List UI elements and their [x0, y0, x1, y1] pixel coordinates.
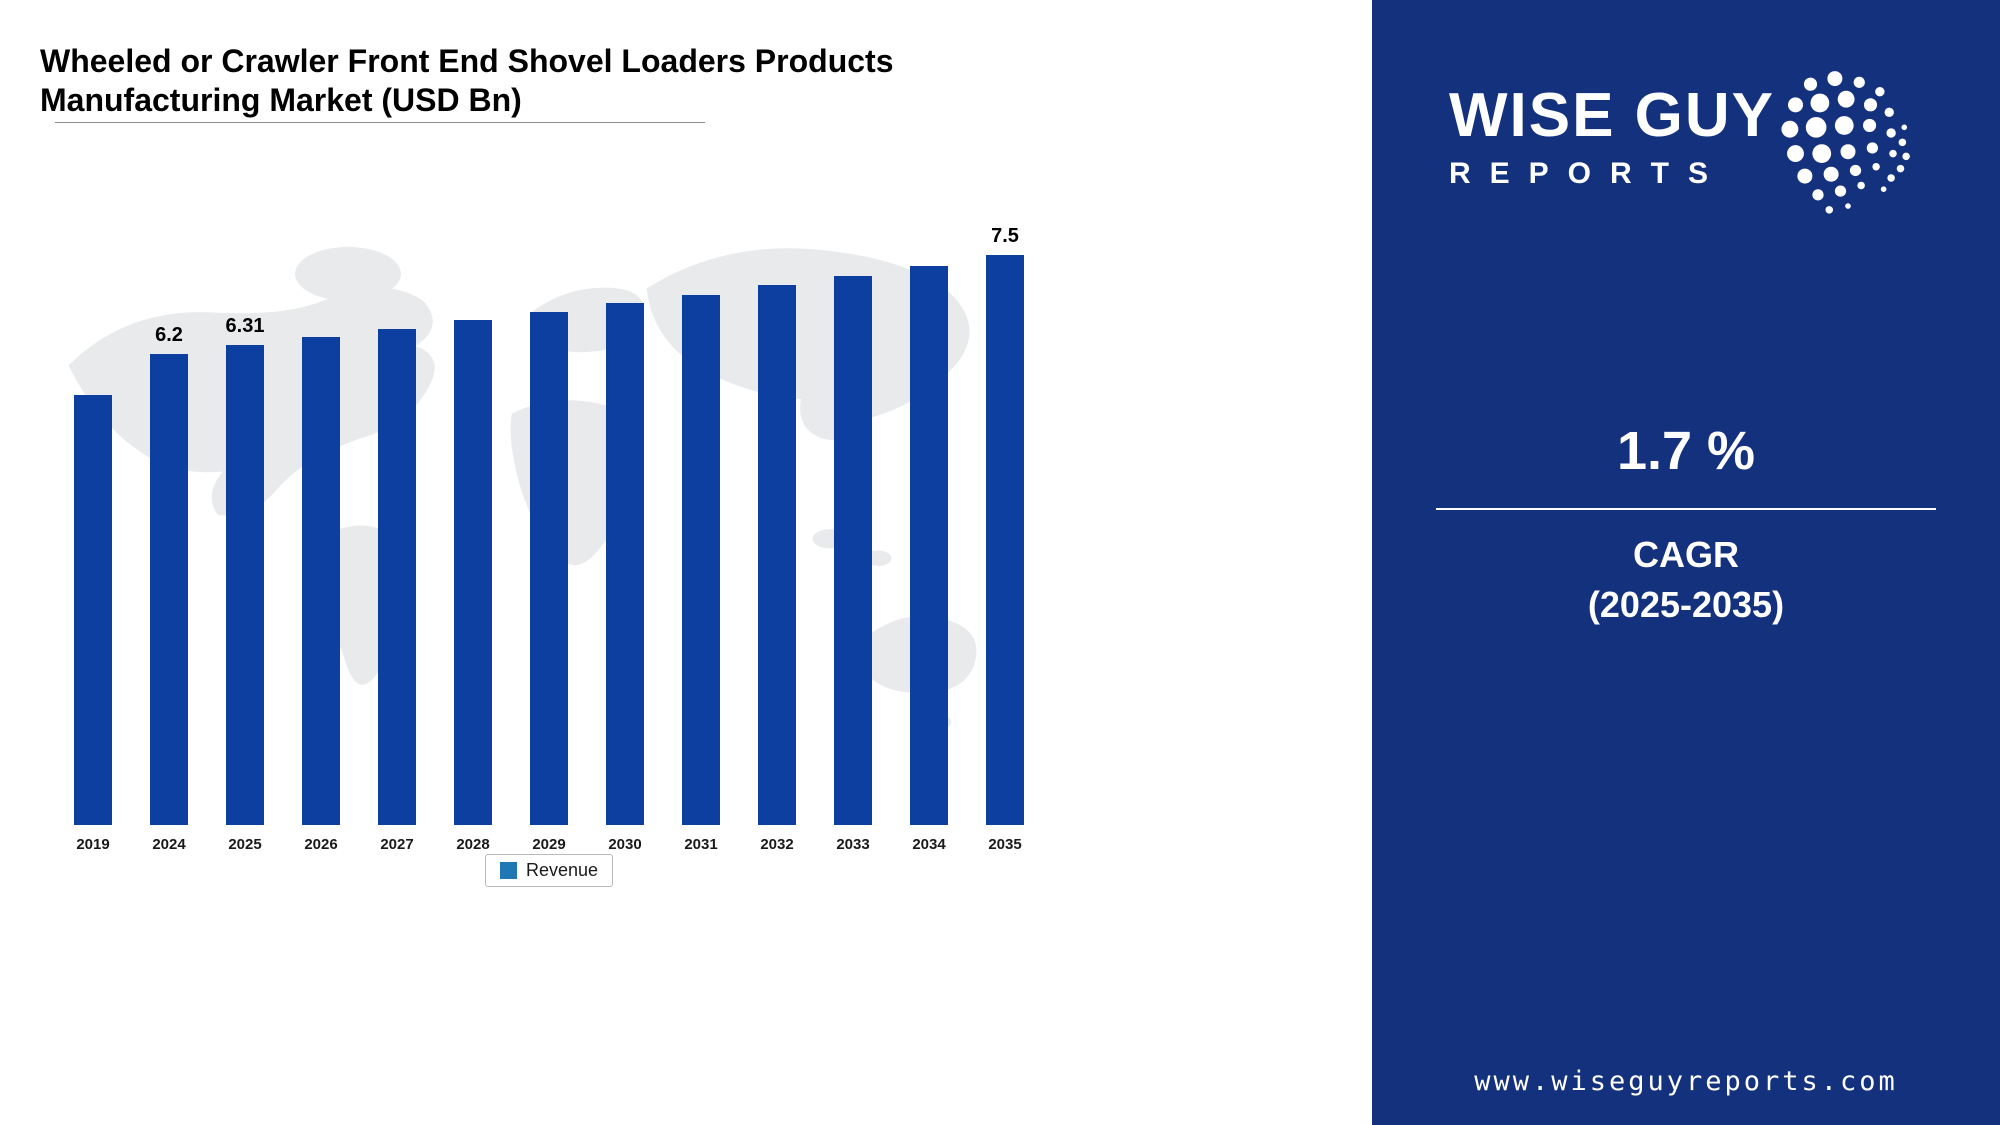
title-underline	[55, 122, 705, 123]
website-url: www.wiseguyreports.com	[1474, 1066, 1898, 1097]
legend-frame: Revenue	[484, 854, 614, 887]
bar-column	[283, 337, 359, 825]
bar-column: 7.5	[967, 225, 1043, 825]
revenue-bar	[454, 320, 492, 825]
bar-value-label: 6.31	[225, 315, 265, 337]
revenue-bar	[226, 345, 264, 825]
x-axis-tick-label: 2026	[304, 836, 338, 853]
x-axis-tick-label: 2033	[836, 836, 870, 853]
legend-marker	[499, 862, 517, 879]
legend-label: Revenue	[525, 860, 599, 880]
bar-column	[55, 395, 131, 825]
revenue-bar	[606, 303, 644, 825]
x-axis-tick-label: 2030	[608, 836, 642, 853]
brand-subname: REPORTS	[1448, 157, 1728, 190]
x-axis-tick-label: 2029	[532, 836, 566, 853]
revenue-bar	[986, 255, 1024, 825]
revenue-bar	[834, 276, 872, 825]
revenue-bar	[150, 354, 188, 825]
revenue-bar	[378, 329, 416, 825]
x-axis-tick-label: 2031	[684, 836, 718, 853]
bar-column	[587, 303, 663, 825]
cagr-divider	[1436, 508, 1936, 510]
x-axis-tick-label: 2034	[912, 836, 946, 853]
brand-name: WISE GUY	[1448, 81, 1776, 150]
chart-title: Wheeled or Crawler Front End Shovel Load…	[40, 43, 894, 119]
bar-value-label: 6.2	[155, 324, 183, 346]
revenue-bar	[682, 295, 720, 825]
chart-panel: Wheeled or Crawler Front End Shovel Load…	[40, 43, 1043, 887]
bar-column	[359, 329, 435, 825]
x-axis-tick-label: 2035	[988, 836, 1022, 853]
revenue-bar	[758, 285, 796, 825]
legend: Revenue	[55, 854, 1043, 887]
dotted-head-icon	[1781, 71, 1910, 214]
revenue-bar	[302, 337, 340, 825]
bars-row: 6.2 6.31 7.5	[55, 185, 1043, 825]
brand-logo-text: WISE GUY REPORTS	[1449, 62, 1775, 191]
x-axis-tick-label: 2028	[456, 836, 490, 853]
cagr-block: 1.7 % CAGR (2025-2035)	[1372, 420, 2000, 626]
bar-column: 6.31	[207, 315, 283, 825]
revenue-bar	[530, 312, 568, 825]
x-axis-tick-label: 2032	[760, 836, 794, 853]
bar-column	[815, 276, 891, 825]
cagr-value: 1.7 %	[1616, 421, 1756, 481]
bar-column: 6.2	[131, 324, 207, 825]
bar-column	[435, 320, 511, 825]
cagr-label: CAGR	[1633, 534, 1739, 575]
brand-logo: WISE GUY REPORTS	[1372, 62, 2000, 232]
bar-column	[663, 295, 739, 825]
x-axis-tick-label: 2019	[76, 836, 110, 853]
right-panel: WISE GUY REPORTS 1.7 % CAGR (	[1372, 0, 2000, 1125]
years-row: 2019 2024 2025 2026 2027 2028 2029 2030 2031 2032…	[55, 836, 1043, 853]
cagr-range: (2025-2035)	[1587, 584, 1785, 625]
bar-column	[891, 266, 967, 825]
x-axis-tick-label: 2024	[152, 836, 186, 853]
x-axis-tick-label: 2025	[228, 836, 262, 853]
x-axis-tick-label: 2027	[380, 836, 414, 853]
revenue-bar	[910, 266, 948, 825]
bar-value-label: 7.5	[991, 225, 1019, 247]
bar-column	[739, 285, 815, 825]
bar-column	[511, 312, 587, 825]
revenue-bar	[74, 395, 112, 825]
